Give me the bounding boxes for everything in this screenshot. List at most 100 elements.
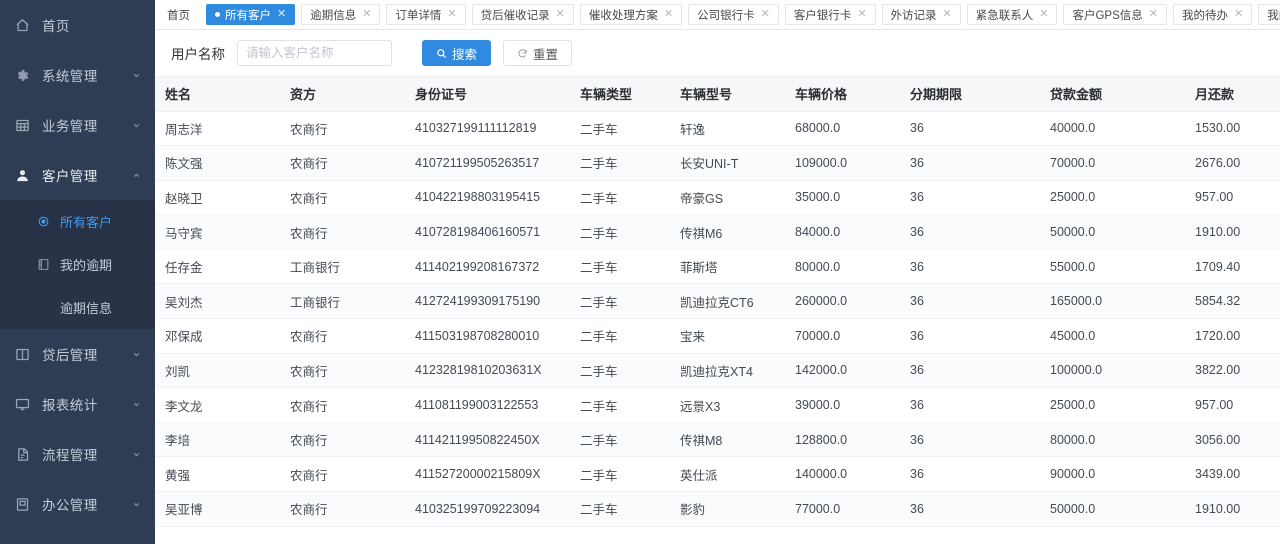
tab-item[interactable]: 逾期信息 ✕ bbox=[301, 4, 381, 25]
table-column-header: 分期期限 bbox=[900, 77, 1040, 112]
tab-item[interactable]: 我的待办 ✕ bbox=[1172, 4, 1253, 25]
sidebar-item-process-management[interactable]: 流程管理 bbox=[0, 429, 155, 479]
tab-item[interactable]: 订单详情 ✕ bbox=[386, 4, 466, 25]
chevron-up-icon bbox=[131, 170, 141, 180]
cell-funder: 农商行 bbox=[280, 111, 405, 147]
record-icon bbox=[36, 214, 51, 229]
table-row[interactable]: 陈文强 农商行 410721199505263517 二手车 长安UNI-T 109000… bbox=[155, 145, 1280, 181]
cell-price: 84000.0 bbox=[785, 214, 900, 250]
tab-close-icon[interactable]: ✕ bbox=[942, 8, 952, 20]
cell-term: 36 bbox=[900, 145, 1040, 181]
sidebar-item-label: 业务管理 bbox=[42, 119, 98, 134]
tab-item[interactable]: 贷后催收记录 ✕ bbox=[471, 4, 574, 25]
table-row[interactable]: 黄强 农商行 41152720000215809X 二手车 英仕派 140000.0 36 9… bbox=[155, 456, 1280, 493]
table-row[interactable]: 吴亚博 农商行 410325199709223094 二手车 影豹 77000.0 36 50… bbox=[155, 491, 1280, 527]
table-column-header: 姓名 bbox=[155, 77, 280, 112]
cell-price: 35000.0 bbox=[785, 180, 900, 216]
table-row[interactable]: 李文龙 农商行 411081199003122553 二手车 远景X3 39000.0 36… bbox=[155, 387, 1280, 423]
tab-item[interactable]: 客户银行卡 ✕ bbox=[784, 4, 876, 25]
cell-price: 109000.0 bbox=[785, 145, 900, 181]
cell-funder: 工商银行 bbox=[280, 249, 405, 285]
table-row[interactable]: 赵晓卫 农商行 410422198803195415 二手车 帝豪GS 35000.0 36… bbox=[155, 180, 1280, 216]
tab-strip[interactable]: 首页 所有客户 ✕ 逾期信息 ✕ 订单详情 ✕ 贷后催收记录 ✕ 催收处理方案 ✕ 公司银行卡 ✕ 客户银… bbox=[155, 0, 1280, 30]
cell-monthly: 1709.40 bbox=[1185, 249, 1280, 285]
table-row[interactable]: 吴刘杰 工商银行 412724199309175190 二手车 凯迪拉克CT6 26000… bbox=[155, 283, 1280, 320]
tab-item[interactable]: 紧急联系人 ✕ bbox=[966, 4, 1058, 25]
sidebar-item-post-loan-management[interactable]: 贷后管理 bbox=[0, 329, 155, 379]
tab-item[interactable]: 客户GPS信息 ✕ bbox=[1063, 4, 1167, 25]
cell-monthly: 1530.00 bbox=[1185, 111, 1280, 147]
sidebar-item-report-statistics[interactable]: 报表统计 bbox=[0, 379, 155, 429]
cell-name: 陈文强 bbox=[155, 145, 280, 181]
sidebar-item-label: 流程管理 bbox=[42, 448, 98, 463]
sidebar-item-overdue-info[interactable]: 逾期信息 bbox=[0, 286, 155, 329]
tab-item[interactable]: 首页 bbox=[163, 4, 200, 25]
sidebar-submenu-customer: 所有客户 我的逾期 逾期信息 bbox=[0, 200, 155, 329]
sidebar-item-system-management[interactable]: 系统管理 bbox=[0, 50, 155, 100]
tab-close-icon[interactable]: ✕ bbox=[1039, 8, 1049, 20]
cell-idcard: 410325199709223094 bbox=[405, 491, 570, 527]
tab-close-icon[interactable]: ✕ bbox=[447, 8, 457, 20]
sidebar-item-all-customers[interactable]: 所有客户 bbox=[0, 200, 155, 243]
tab-label: 首页 bbox=[167, 9, 190, 22]
search-button[interactable]: 搜索 bbox=[422, 40, 492, 66]
cell-price: 142000.0 bbox=[785, 353, 900, 389]
table-row[interactable]: 邓保成 农商行 411503198708280010 二手车 宝来 70000.0 36 45… bbox=[155, 318, 1280, 354]
tab-close-icon[interactable]: ✕ bbox=[1233, 8, 1244, 20]
tab-label: 我的待办 bbox=[1181, 9, 1228, 22]
tab-close-icon[interactable]: ✕ bbox=[1148, 8, 1158, 20]
table-header-row: 姓名资方身份证号车辆类型车辆型号车辆价格分期期限贷款金额月还款操作 bbox=[155, 77, 1280, 112]
home-icon bbox=[14, 17, 31, 34]
sidebar-item-business-management[interactable]: 业务管理 bbox=[0, 100, 155, 150]
tab-item[interactable]: 我的流程✕ bbox=[1258, 4, 1280, 25]
sidebar-item-my-overdue[interactable]: 我的逾期 bbox=[0, 243, 155, 286]
tab-close-icon[interactable]: ✕ bbox=[362, 8, 372, 20]
tab-close-icon[interactable]: ✕ bbox=[857, 8, 867, 20]
cell-funder: 农商行 bbox=[280, 491, 405, 527]
tab-item[interactable]: 外访记录 ✕ bbox=[881, 4, 961, 25]
cell-monthly: 2676.00 bbox=[1185, 145, 1280, 181]
sidebar-item-system-monitoring[interactable]: 系统监控 bbox=[0, 529, 155, 544]
tab-close-icon[interactable]: ✕ bbox=[663, 8, 674, 20]
tab-close-icon[interactable]: ✕ bbox=[555, 8, 565, 20]
cell-vmodel: 凯迪拉克CT6 bbox=[670, 283, 785, 320]
cell-price: 77000.0 bbox=[785, 491, 900, 527]
tab-item[interactable]: 所有客户 ✕ bbox=[206, 4, 296, 25]
refresh-icon bbox=[517, 48, 528, 59]
sidebar-subitem-label: 我的逾期 bbox=[60, 258, 113, 273]
reset-button[interactable]: 重置 bbox=[503, 40, 573, 66]
table-row[interactable]: 任存金 工商银行 411402199208167372 二手车 菲斯塔 80000.0 36… bbox=[155, 249, 1280, 285]
table-row[interactable]: 马守宾 农商行 410728198406160571 二手车 传祺M6 84000.0 36… bbox=[155, 214, 1280, 250]
cell-name: 赵晓卫 bbox=[155, 180, 280, 216]
cell-term: 36 bbox=[900, 387, 1040, 423]
tab-close-icon[interactable]: ✕ bbox=[760, 8, 770, 20]
tab-item[interactable]: 公司银行卡 ✕ bbox=[688, 4, 779, 25]
tab-label: 催收处理方案 bbox=[588, 9, 658, 22]
cell-monthly: 3439.00 bbox=[1185, 456, 1280, 493]
table-column-header: 车辆型号 bbox=[670, 77, 785, 112]
cell-vtype: 二手车 bbox=[570, 180, 670, 216]
cell-loan: 50000.0 bbox=[1040, 214, 1185, 250]
table-row[interactable]: 李培 农商行 41142119950822450X 二手车 传祺M8 128800.0 36… bbox=[155, 422, 1280, 458]
cell-term: 36 bbox=[900, 180, 1040, 216]
sidebar-item-office-management[interactable]: 办公管理 bbox=[0, 479, 155, 529]
table-column-header: 车辆价格 bbox=[785, 77, 900, 112]
table-row[interactable]: 刘凯 农商行 41232819810203631X 二手车 凯迪拉克XT4 142000.… bbox=[155, 353, 1280, 389]
table-body: 周志洋 农商行 410327199111112819 二手车 轩逸 68000.0 36 40… bbox=[155, 111, 1280, 527]
tab-item[interactable]: 催收处理方案 ✕ bbox=[579, 4, 683, 25]
customer-table-container: 姓名资方身份证号车辆类型车辆型号车辆价格分期期限贷款金额月还款操作 周志洋农商行… bbox=[155, 77, 1280, 544]
sidebar-item-customer-management[interactable]: 客户管理 bbox=[0, 150, 155, 200]
cell-vtype: 二手车 bbox=[570, 249, 670, 285]
cell-name: 李培 bbox=[155, 422, 280, 458]
table-row[interactable]: 周志洋 农商行 410327199111112819 二手车 轩逸 68000.0 36 40… bbox=[155, 111, 1280, 147]
sidebar-item-home[interactable]: 首页 bbox=[0, 0, 155, 50]
chevron-down-icon bbox=[131, 449, 141, 459]
cell-funder: 工商银行 bbox=[280, 283, 405, 320]
cell-monthly: 957.00 bbox=[1185, 180, 1280, 216]
book-icon bbox=[36, 257, 51, 272]
gear-icon bbox=[14, 67, 31, 84]
user-icon bbox=[14, 167, 31, 184]
sidebar-item-label: 客户管理 bbox=[42, 169, 98, 184]
tab-close-icon[interactable]: ✕ bbox=[277, 8, 287, 20]
search-input[interactable] bbox=[237, 40, 392, 66]
